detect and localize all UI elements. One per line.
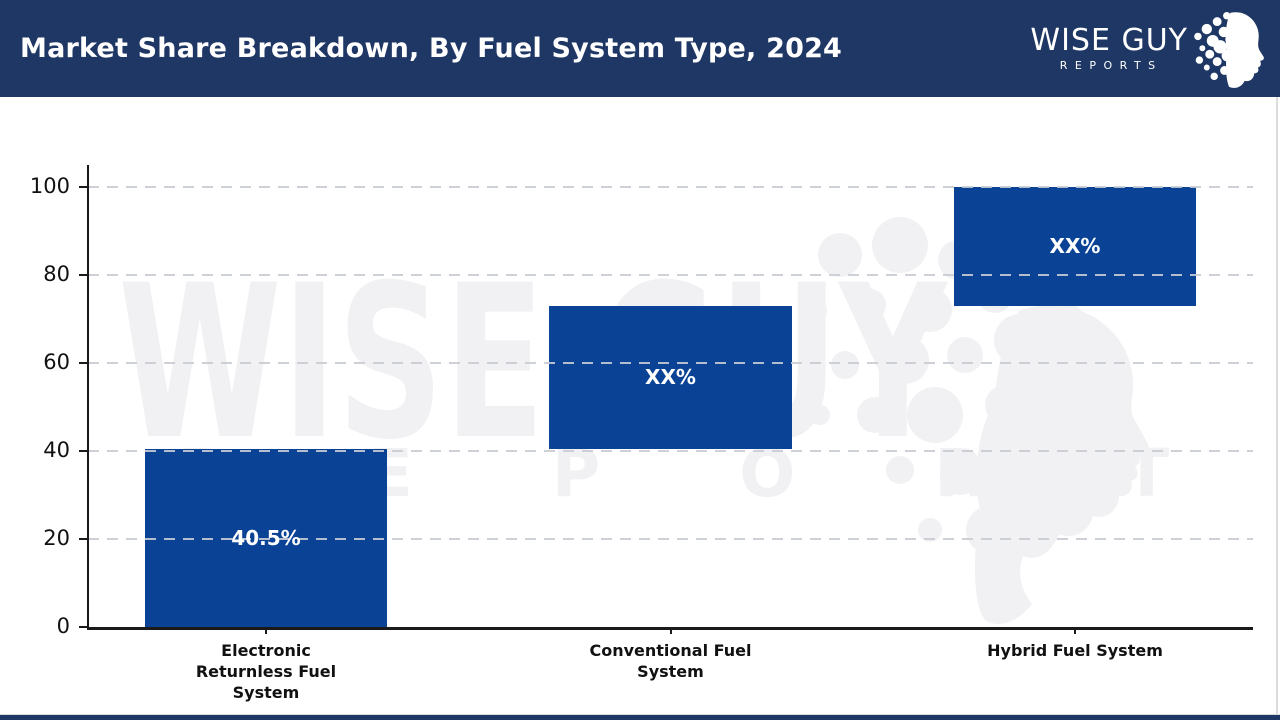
y-tick-mark [79, 538, 88, 540]
chart-area: WISE GUY R E P O R T S 40.5%XX%XX%020406… [0, 97, 1280, 714]
y-tick-label: 20 [43, 526, 70, 550]
y-tick-mark [79, 626, 88, 628]
y-tick-mark [79, 450, 88, 452]
y-tick-label: 40 [43, 438, 70, 462]
gridline [88, 186, 1253, 188]
wiseguy-logo: WISE GUY REPORTS [1030, 6, 1266, 92]
x-tick-mark [264, 627, 267, 634]
gridline [88, 450, 1253, 452]
header-banner: Market Share Breakdown, By Fuel System T… [0, 0, 1280, 97]
x-category-label: Hybrid Fuel System [987, 641, 1163, 660]
bar-segment [549, 305, 792, 449]
x-category-label: Conventional Fuel System [589, 641, 752, 681]
y-tick-label: 100 [29, 174, 70, 198]
logo-face-icon [1194, 11, 1264, 88]
bar-value-label: 40.5% [231, 525, 301, 550]
x-tick-mark [1074, 627, 1076, 634]
y-tick-label: 60 [43, 350, 70, 374]
right-frame-line [1276, 97, 1278, 714]
y-tick-label: 0 [56, 614, 70, 638]
logo-subtitle: REPORTS [1059, 58, 1163, 72]
y-tick-mark [79, 186, 88, 188]
gridline [88, 362, 1253, 364]
watermark-face-icon [803, 217, 1149, 625]
x-category-label: Electronic Returnless Fuel System [195, 641, 337, 702]
x-tick-mark [669, 627, 672, 634]
bar-segment [953, 187, 1197, 306]
logo-text: WISE GUY REPORTS [1030, 22, 1188, 72]
y-axis-spine [87, 165, 89, 629]
footer-divider [0, 714, 1280, 715]
x-axis-spine [87, 627, 1253, 630]
bar-segment [144, 448, 388, 627]
bar-value-label: XX% [1049, 234, 1101, 259]
y-tick-mark [79, 274, 88, 276]
chart-title: Market Share Breakdown, By Fuel System T… [20, 33, 843, 64]
gridline [88, 538, 1253, 540]
y-tick-label: 80 [43, 262, 70, 286]
footer-bar [0, 715, 1280, 720]
y-tick-mark [79, 362, 88, 364]
gridline [88, 274, 1253, 276]
bar-value-label: XX% [645, 365, 696, 390]
logo-wordmark: WISE GUY [1030, 22, 1188, 58]
